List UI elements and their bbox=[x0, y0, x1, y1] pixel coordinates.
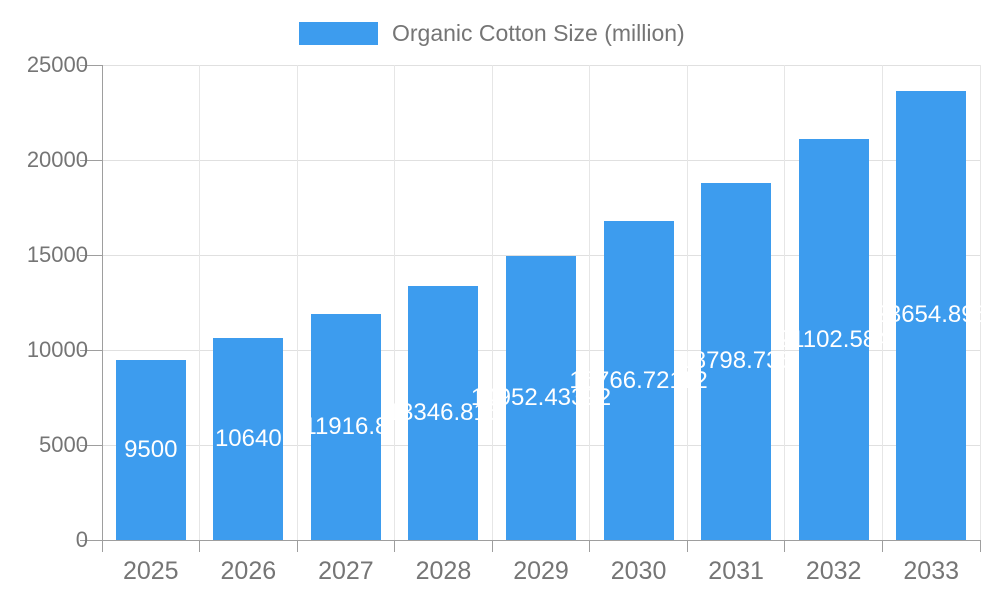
y-gridline bbox=[102, 254, 980, 256]
x-axis-label: 2032 bbox=[805, 557, 862, 585]
bar-value-label: 14952.43392 bbox=[470, 383, 612, 411]
x-gridline bbox=[589, 65, 591, 540]
x-axis-label: 2029 bbox=[513, 557, 569, 585]
x-axis-tick bbox=[199, 540, 201, 552]
y-axis-label: 10000 bbox=[26, 337, 88, 362]
y-axis-tick bbox=[80, 159, 102, 161]
y-axis-line bbox=[101, 65, 103, 540]
x-axis-label: 2030 bbox=[610, 557, 667, 585]
x-axis-tick bbox=[589, 540, 591, 552]
y-axis-label: 0 bbox=[75, 527, 88, 552]
y-axis-label: 25000 bbox=[26, 52, 88, 77]
x-axis-tick bbox=[979, 540, 981, 552]
x-gridline bbox=[491, 65, 493, 540]
bar-value-label: 16766.72112 bbox=[569, 366, 708, 394]
bar-2027[interactable] bbox=[310, 313, 381, 540]
bar-2032[interactable] bbox=[798, 139, 869, 540]
bar-2029[interactable] bbox=[506, 255, 576, 540]
y-axis-label: 20000 bbox=[26, 147, 88, 172]
bar-value-label: 11916.8 bbox=[303, 412, 389, 440]
x-axis-label: 2026 bbox=[220, 557, 277, 585]
x-axis-line bbox=[102, 539, 980, 541]
x-gridline bbox=[881, 65, 883, 540]
legend-swatch-icon bbox=[299, 22, 378, 45]
x-gridline bbox=[686, 65, 688, 540]
y-axis-tick bbox=[80, 444, 102, 446]
y-axis-tick bbox=[80, 254, 102, 256]
x-axis-label: 2033 bbox=[903, 557, 960, 585]
x-axis-tick bbox=[491, 540, 493, 552]
y-axis-tick bbox=[80, 64, 102, 66]
bar-value-label: 21102.584 bbox=[777, 325, 890, 353]
bar-2026[interactable] bbox=[213, 337, 284, 540]
x-gridline bbox=[979, 65, 981, 540]
bar-2025[interactable] bbox=[115, 359, 186, 540]
x-gridline bbox=[296, 65, 298, 540]
x-axis-tick bbox=[686, 540, 688, 552]
bar-2031[interactable] bbox=[701, 182, 772, 540]
y-axis-tick bbox=[80, 539, 102, 541]
bar-value-label: 10640 bbox=[214, 424, 282, 452]
bar-value-label: 9500 bbox=[124, 435, 178, 463]
y-axis-label: 15000 bbox=[26, 242, 88, 267]
legend-label: Organic Cotton Size (million) bbox=[392, 20, 685, 46]
y-gridline bbox=[102, 159, 980, 161]
y-axis-label: 5000 bbox=[39, 432, 88, 457]
x-axis-label: 2028 bbox=[415, 557, 472, 585]
y-gridline bbox=[102, 64, 980, 66]
x-gridline bbox=[199, 65, 201, 540]
x-gridline bbox=[784, 65, 786, 540]
x-axis-tick bbox=[296, 540, 298, 552]
bar-2033[interactable] bbox=[896, 90, 967, 540]
bar-2028[interactable] bbox=[408, 286, 479, 540]
x-axis-label: 2027 bbox=[318, 557, 374, 585]
x-axis-label: 2031 bbox=[708, 557, 764, 585]
x-axis-label: 2025 bbox=[122, 557, 179, 585]
bar-value-label: 18798.736 bbox=[679, 347, 793, 375]
x-gridline bbox=[394, 65, 396, 540]
x-axis-tick bbox=[101, 540, 103, 552]
bar-value-label: 13346.816 bbox=[386, 399, 501, 427]
x-axis-tick bbox=[394, 540, 396, 552]
bar-value-label: 23654.895 bbox=[874, 301, 988, 329]
x-axis-tick bbox=[784, 540, 786, 552]
x-axis-tick bbox=[881, 540, 883, 552]
legend[interactable]: Organic Cotton Size (million) bbox=[299, 20, 685, 47]
bar-2030[interactable] bbox=[603, 221, 674, 540]
y-axis-tick bbox=[80, 349, 102, 351]
